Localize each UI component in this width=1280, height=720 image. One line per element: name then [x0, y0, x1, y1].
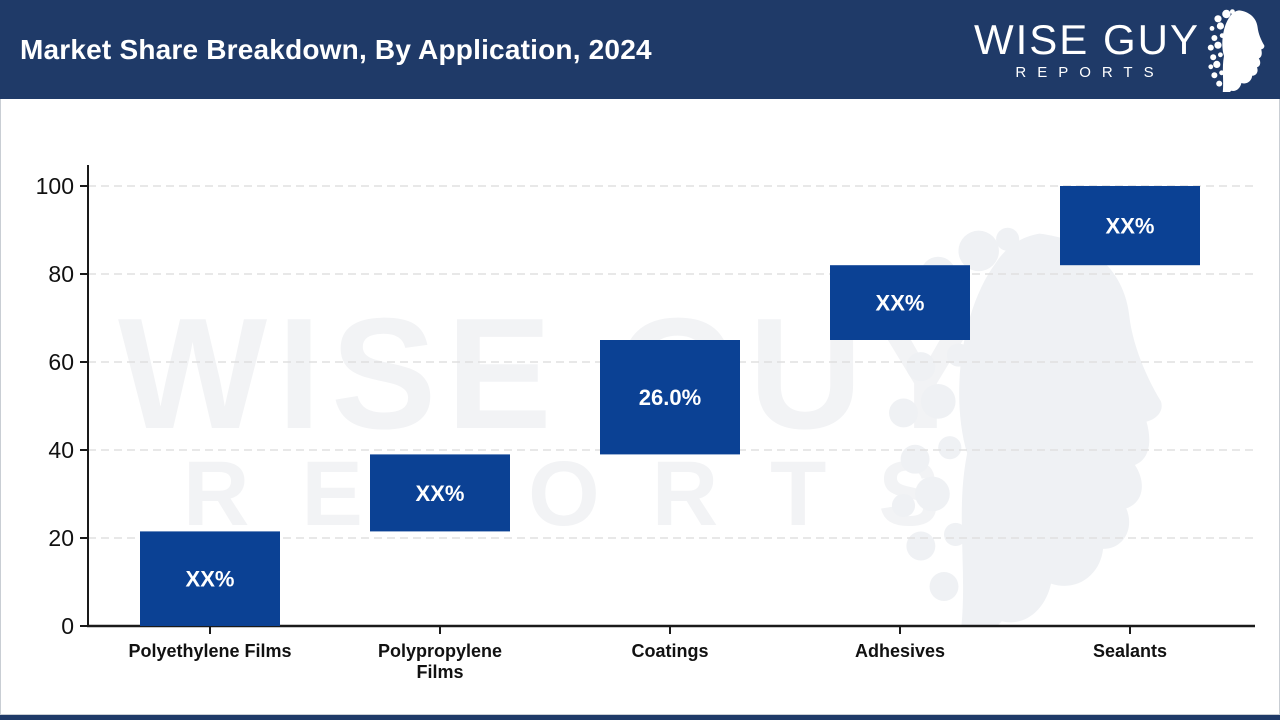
bar-value-label: XX%: [1106, 214, 1155, 239]
y-tick-label: 0: [61, 613, 74, 639]
bar-value-label: 26.0%: [639, 385, 701, 410]
bar: [830, 265, 970, 340]
logo-reports-label: REPORTS: [1015, 64, 1165, 81]
bar: [1060, 186, 1200, 266]
x-tick-label: Sealants: [1093, 641, 1167, 661]
bar-value-label: XX%: [186, 567, 235, 592]
wise-guy-logo: WISE GUY REPORTS: [974, 8, 1280, 92]
y-tick-label: 40: [48, 437, 74, 463]
bar-value-label: XX%: [876, 291, 925, 316]
footer-bar: [0, 715, 1280, 720]
logo-wiseguy-label: WISE GUY: [973, 16, 1200, 63]
x-tick-label: Polypropylene Films: [378, 641, 502, 682]
x-tick-label: Adhesives: [855, 641, 945, 661]
y-tick-label: 100: [36, 173, 74, 199]
bar: [370, 454, 510, 532]
bar: [600, 340, 740, 455]
page-title: Market Share Breakdown, By Application, …: [20, 33, 652, 65]
y-tick-label: 80: [48, 261, 74, 287]
y-tick-label: 20: [48, 525, 74, 551]
logo-face-icon: [1207, 8, 1265, 92]
logo-text: WISE GUY REPORTS: [973, 16, 1200, 81]
bar: [140, 531, 280, 626]
y-tick-label: 60: [48, 349, 74, 375]
header-bar: Market Share Breakdown, By Application, …: [0, 0, 1280, 99]
x-tick-label: Coatings: [631, 641, 708, 661]
watermark-reports-text: REPORTS: [183, 443, 992, 545]
x-tick-label: Polyethylene Films: [128, 641, 291, 661]
bar-value-label: XX%: [416, 481, 465, 506]
